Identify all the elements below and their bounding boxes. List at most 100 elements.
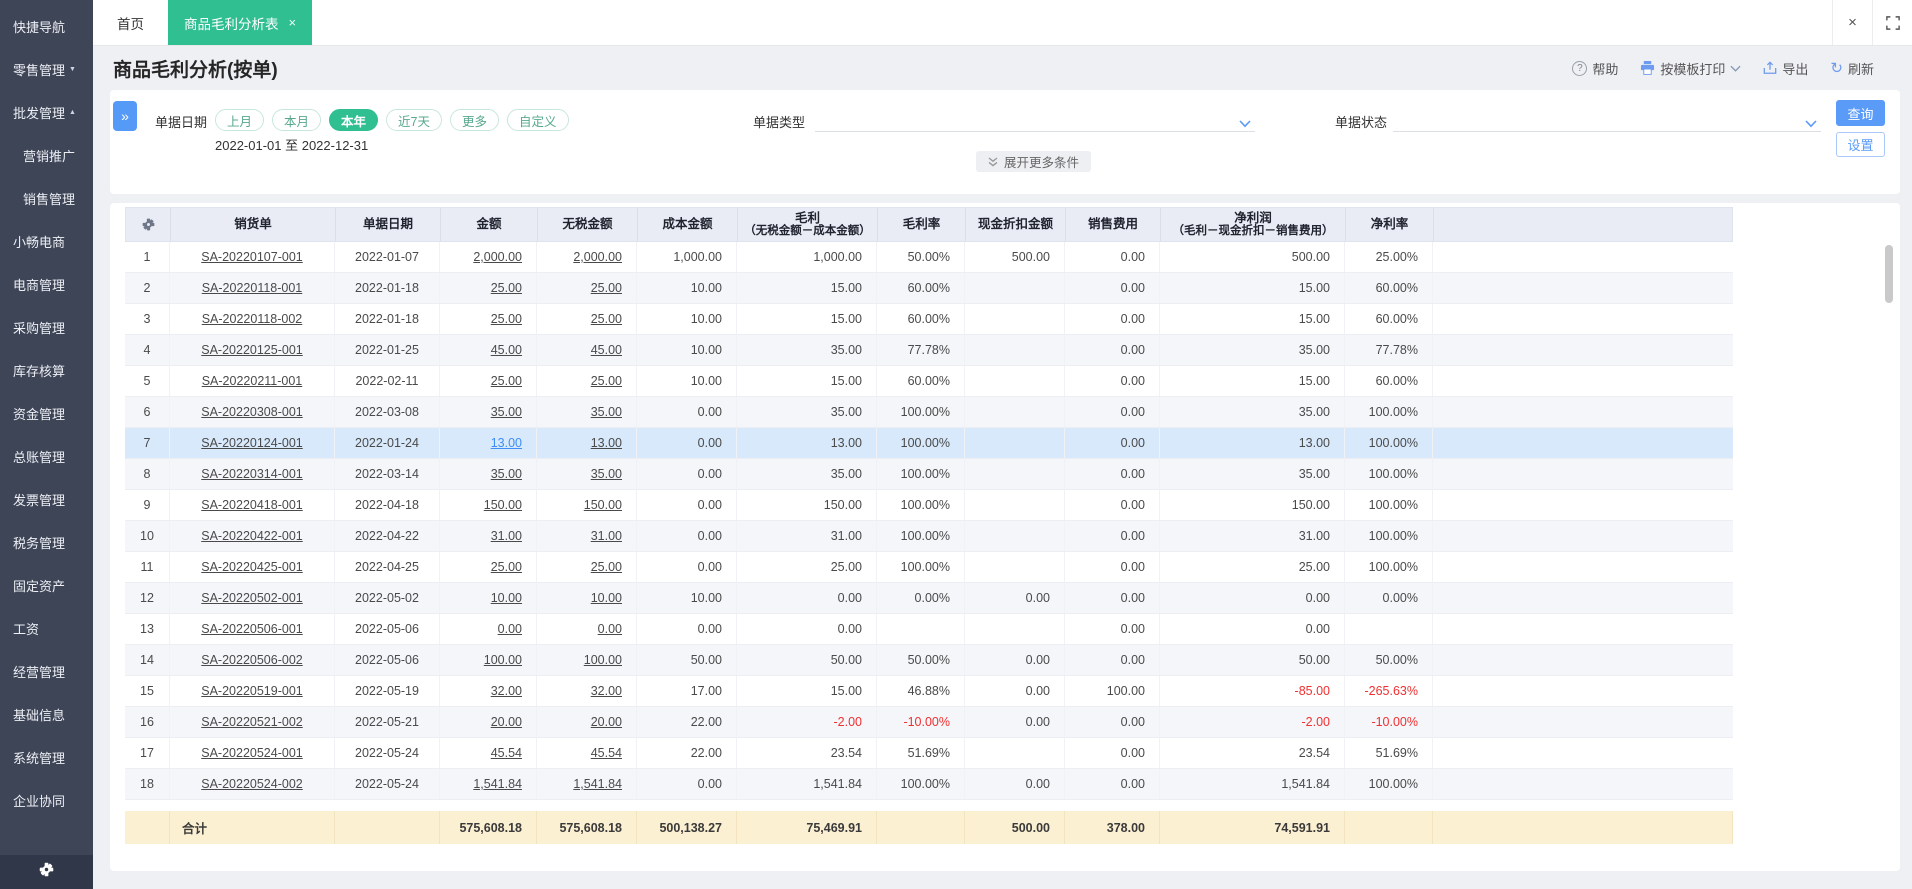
table-row[interactable]: 2 SA-20220118-001 2022-01-18 25.00 25.00 10.0… [125,273,1733,304]
order-link[interactable]: SA-20220118-001 [170,273,335,303]
doc-type-select[interactable] [815,106,1255,132]
column-header-无税金额[interactable]: 无税金额 [538,208,638,241]
amount-link[interactable]: 25.00 [440,552,537,582]
order-link[interactable]: SA-20220211-001 [170,366,335,396]
table-row[interactable]: 12 SA-20220502-001 2022-05-02 10.00 10.00 10.… [125,583,1733,614]
amount-link[interactable]: 32.00 [440,676,537,706]
tax-free-amount-link[interactable]: 31.00 [537,521,637,551]
close-icon[interactable]: × [1832,0,1872,45]
sidebar-item-销售管理[interactable]: 销售管理 [23,192,76,207]
table-row[interactable]: 15 SA-20220519-001 2022-05-19 32.00 32.00 17.… [125,676,1733,707]
sidebar-item-总账管理[interactable]: 总账管理 [13,450,66,465]
table-row[interactable]: 13 SA-20220506-001 2022-05-06 0.00 0.00 0.00 0… [125,614,1733,645]
gear-icon[interactable] [39,862,54,882]
tax-free-amount-link[interactable]: 2,000.00 [537,242,637,272]
amount-link[interactable]: 35.00 [440,397,537,427]
refresh-button[interactable]: ↻ 刷新 [1830,59,1874,77]
tax-free-amount-link[interactable]: 20.00 [537,707,637,737]
order-link[interactable]: SA-20220418-001 [170,490,335,520]
column-header-单据日期[interactable]: 单据日期 [336,208,441,241]
tax-free-amount-link[interactable]: 1,541.84 [537,769,637,799]
amount-link[interactable]: 45.54 [440,738,537,768]
column-header-净利润[interactable]: 净利润 （毛利－现金折扣－销售费用） [1161,208,1346,241]
sidebar-item-企业协同[interactable]: 企业协同 [13,794,66,809]
sidebar-item-小畅电商[interactable]: 小畅电商 [13,235,66,250]
order-link[interactable]: SA-20220502-001 [170,583,335,613]
amount-link[interactable]: 10.00 [440,583,537,613]
tab-report[interactable]: 商品毛利分析表 × [168,0,313,45]
sidebar-item-快捷导航[interactable]: 快捷导航 [13,20,66,35]
table-row[interactable]: 1 SA-20220107-001 2022-01-07 2,000.00 2,000.… [125,242,1733,273]
help-button[interactable]: ? 帮助 [1572,59,1618,78]
order-link[interactable]: SA-20220118-002 [170,304,335,334]
sidebar-item-发票管理[interactable]: 发票管理 [13,493,66,508]
column-header-成本金额[interactable]: 成本金额 [638,208,738,241]
order-link[interactable]: SA-20220506-001 [170,614,335,644]
order-link[interactable]: SA-20220425-001 [170,552,335,582]
tax-free-amount-link[interactable]: 0.00 [537,614,637,644]
column-header-现金折扣金额[interactable]: 现金折扣金额 [966,208,1066,241]
sidebar-item-基础信息[interactable]: 基础信息 [13,708,66,723]
sidebar-item-工资[interactable]: 工资 [13,622,40,637]
column-header-销货单[interactable]: 销货单 [171,208,336,241]
amount-link[interactable]: 100.00 [440,645,537,675]
amount-link[interactable]: 35.00 [440,459,537,489]
tax-free-amount-link[interactable]: 13.00 [537,428,637,458]
sidebar-item-批发管理[interactable]: 批发管理 ▲ [13,106,76,121]
amount-link[interactable]: 0.00 [440,614,537,644]
table-row[interactable]: 4 SA-20220125-001 2022-01-25 45.00 45.00 10.0… [125,335,1733,366]
order-link[interactable]: SA-20220524-001 [170,738,335,768]
order-link[interactable]: SA-20220521-002 [170,707,335,737]
sidebar-item-零售管理[interactable]: 零售管理 ▼ [13,63,76,78]
order-link[interactable]: SA-20220107-001 [170,242,335,272]
table-row[interactable]: 3 SA-20220118-002 2022-01-18 25.00 25.00 10.0… [125,304,1733,335]
column-header-净利率[interactable]: 净利率 [1346,208,1434,241]
vertical-scrollbar[interactable] [1885,245,1893,303]
date-preset-自定义[interactable]: 自定义 [507,109,569,131]
order-link[interactable]: SA-20220519-001 [170,676,335,706]
sidebar-item-采购管理[interactable]: 采购管理 [13,321,66,336]
fullscreen-icon[interactable] [1872,0,1912,45]
tax-free-amount-link[interactable]: 35.00 [537,459,637,489]
order-link[interactable]: SA-20220422-001 [170,521,335,551]
table-row[interactable]: 14 SA-20220506-002 2022-05-06 100.00 100.00 5… [125,645,1733,676]
amount-link[interactable]: 2,000.00 [440,242,537,272]
doc-status-select[interactable] [1393,106,1821,132]
expand-more-button[interactable]: 展开更多条件 [976,151,1092,172]
table-row[interactable]: 8 SA-20220314-001 2022-03-14 35.00 35.00 0.00… [125,459,1733,490]
amount-link[interactable]: 25.00 [440,273,537,303]
tax-free-amount-link[interactable]: 25.00 [537,552,637,582]
date-range-value[interactable]: 2022-01-01 至 2022-12-31 [215,138,369,153]
order-link[interactable]: SA-20220506-002 [170,645,335,675]
date-preset-上月[interactable]: 上月 [215,109,265,131]
table-row[interactable]: 10 SA-20220422-001 2022-04-22 31.00 31.00 0.0… [125,521,1733,552]
sidebar-item-资金管理[interactable]: 资金管理 [13,407,66,422]
tax-free-amount-link[interactable]: 32.00 [537,676,637,706]
order-link[interactable]: SA-20220308-001 [170,397,335,427]
column-header-毛利[interactable]: 毛利 （无税金额－成本金额） [738,208,878,241]
print-by-template-button[interactable]: 按模板打印 [1640,59,1741,78]
sidebar-item-经营管理[interactable]: 经营管理 [13,665,66,680]
settings-button[interactable]: 设置 [1836,132,1885,157]
export-button[interactable]: 导出 [1763,59,1808,78]
amount-link[interactable]: 45.00 [440,335,537,365]
column-header-毛利率[interactable]: 毛利率 [878,208,966,241]
sidebar-item-电商管理[interactable]: 电商管理 [13,278,66,293]
column-header-金额[interactable]: 金额 [441,208,538,241]
amount-link[interactable]: 20.00 [440,707,537,737]
sidebar-item-库存核算[interactable]: 库存核算 [13,364,66,379]
search-button[interactable]: 查询 [1836,100,1885,126]
tax-free-amount-link[interactable]: 100.00 [537,645,637,675]
amount-link[interactable]: 150.00 [440,490,537,520]
order-link[interactable]: SA-20220125-001 [170,335,335,365]
column-header-销售费用[interactable]: 销售费用 [1066,208,1161,241]
order-link[interactable]: SA-20220524-002 [170,769,335,799]
tax-free-amount-link[interactable]: 35.00 [537,397,637,427]
tax-free-amount-link[interactable]: 25.00 [537,273,637,303]
amount-link[interactable]: 25.00 [440,304,537,334]
table-row[interactable]: 18 SA-20220524-002 2022-05-24 1,541.84 1,541… [125,769,1733,800]
amount-link[interactable]: 25.00 [440,366,537,396]
tax-free-amount-link[interactable]: 25.00 [537,366,637,396]
tab-home[interactable]: 首页 [93,0,168,45]
table-row[interactable]: 7 SA-20220124-001 2022-01-24 13.00 13.00 0.00… [125,428,1733,459]
